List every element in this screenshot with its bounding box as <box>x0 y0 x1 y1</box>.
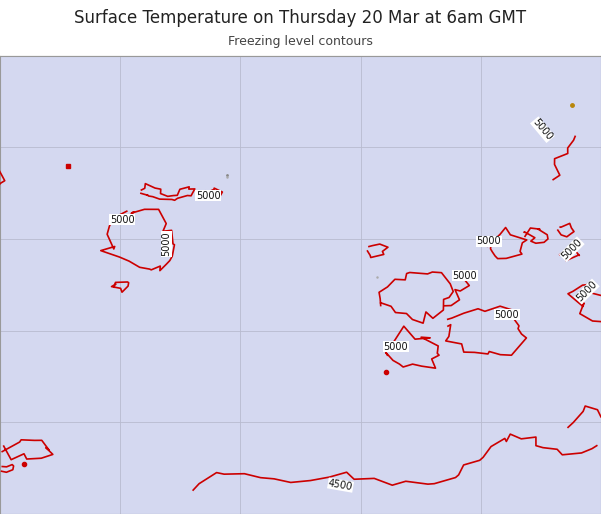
Text: 5000: 5000 <box>196 191 221 200</box>
Text: 5000: 5000 <box>531 117 554 142</box>
Text: 5000: 5000 <box>477 236 501 246</box>
Text: 5000: 5000 <box>161 231 171 256</box>
Text: 5000: 5000 <box>383 342 408 352</box>
Text: Surface Temperature on Thursday 20 Mar at 6am GMT: Surface Temperature on Thursday 20 Mar a… <box>75 9 526 27</box>
Text: 5000: 5000 <box>575 279 599 304</box>
Text: 5000: 5000 <box>453 271 477 281</box>
Text: 5000: 5000 <box>110 215 135 225</box>
Text: 4500: 4500 <box>328 478 353 492</box>
Text: 5000: 5000 <box>495 310 519 320</box>
Text: 5000: 5000 <box>560 237 584 262</box>
Text: Freezing level contours: Freezing level contours <box>228 34 373 48</box>
